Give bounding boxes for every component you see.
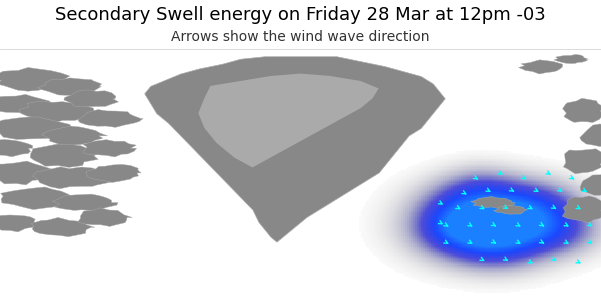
Text: Secondary Swell energy on Friday 28 Mar at 12pm -03: Secondary Swell energy on Friday 28 Mar … [55,6,546,24]
Text: Arrows show the wind wave direction: Arrows show the wind wave direction [171,30,430,44]
